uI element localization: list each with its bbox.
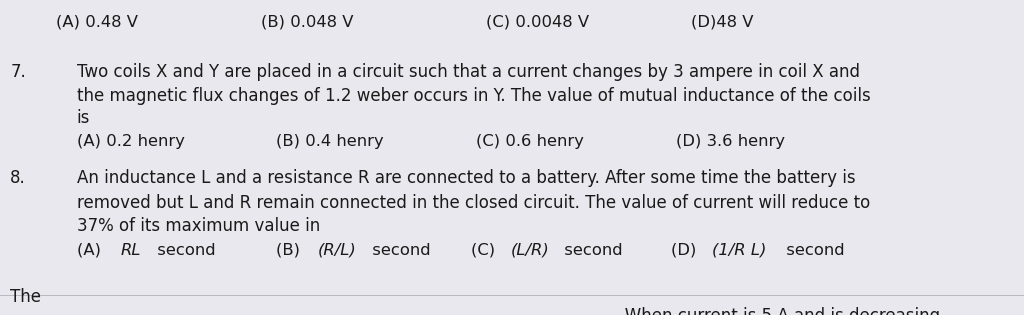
Text: second: second [367,243,430,258]
Text: An inductance L and a resistance R are connected to a battery. After some time t: An inductance L and a resistance R are c… [77,169,855,186]
Text: Two coils X and Y are placed in a circuit such that a current changes by 3 amper: Two coils X and Y are placed in a circui… [77,63,860,81]
Text: (D)48 V: (D)48 V [691,14,754,29]
Text: (C) 0.6 henry: (C) 0.6 henry [476,134,584,149]
Text: the magnetic flux changes of 1.2 weber occurs in Y. The value of mutual inductan: the magnetic flux changes of 1.2 weber o… [77,87,870,105]
Text: ...When current is 5 A and is decreasing: ...When current is 5 A and is decreasing [609,307,940,315]
Text: (B) 0.4 henry: (B) 0.4 henry [276,134,384,149]
Text: The: The [10,288,41,306]
Text: removed but L and R remain connected in the closed circuit. The value of current: removed but L and R remain connected in … [77,194,870,212]
Text: is: is [77,109,90,127]
Text: (C): (C) [471,243,506,258]
Text: (C) 0.0048 V: (C) 0.0048 V [486,14,590,29]
Text: (A) 0.48 V: (A) 0.48 V [56,14,138,29]
Text: second: second [152,243,215,258]
Text: (1/R L): (1/R L) [712,243,766,258]
Text: (L/R): (L/R) [511,243,550,258]
Text: (R/L): (R/L) [317,243,356,258]
Text: (A): (A) [77,243,112,258]
Text: (B) 0.048 V: (B) 0.048 V [261,14,353,29]
Text: 8.: 8. [10,169,26,186]
Text: (A) 0.2 henry: (A) 0.2 henry [77,134,184,149]
Text: RL: RL [121,243,141,258]
Text: (D) 3.6 henry: (D) 3.6 henry [676,134,785,149]
Text: 7.: 7. [10,63,26,81]
Text: 37% of its maximum value in: 37% of its maximum value in [77,217,321,235]
Text: second: second [559,243,623,258]
Text: (D): (D) [671,243,707,258]
Text: second: second [781,243,845,258]
Text: (B): (B) [276,243,311,258]
